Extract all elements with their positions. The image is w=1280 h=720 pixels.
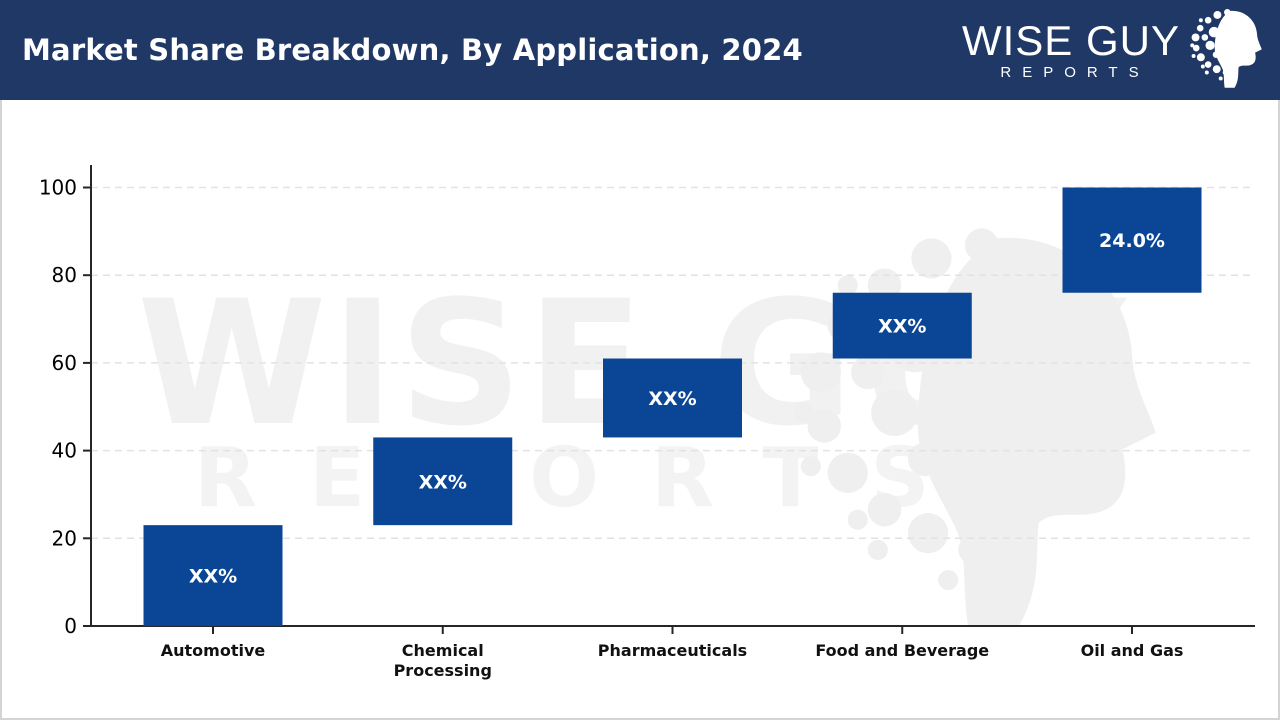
bar-automotive	[143, 525, 283, 626]
logo-text: WISE GUY REPORTS	[961, 17, 1180, 81]
bar-label-automotive: XX%	[189, 566, 237, 588]
logo-wordmark: WISE GUY	[961, 17, 1180, 64]
y-tick-label: 20	[52, 526, 77, 550]
bar-pharmaceuticals	[603, 358, 742, 438]
waterfall-chart: 0 20 40 60 80 100 XX% Automotive XX% Chemical Proc…	[39, 165, 1255, 680]
category-label-oil-and-gas: Oil and Gas	[1081, 641, 1184, 660]
chart-area: WISE GUY REPORTS 020406080100XX%Automoti…	[0, 100, 1280, 720]
header: Market Share Breakdown, By Application, …	[0, 0, 1280, 100]
page-title: Market Share Breakdown, By Application, …	[22, 33, 803, 67]
logo-subtitle: REPORTS	[1000, 64, 1150, 81]
wiseguy-logo: WISE GUY REPORTS	[962, 7, 1266, 93]
y-tick-label: 60	[52, 351, 77, 375]
bar-label-pharmaceuticals: XX%	[648, 388, 696, 410]
bar-label-chemical-processing: XX%	[419, 471, 467, 493]
category-label-food-and-beverage: Food and Beverage	[815, 641, 989, 660]
category-label-automotive: Automotive	[161, 641, 266, 660]
category-label-pharmaceuticals: Pharmaceuticals	[598, 641, 747, 660]
bar-oil-and-gas	[1062, 187, 1202, 293]
bar-food-and-beverage	[832, 292, 972, 359]
category-label-chemical-processing: Chemical Processing	[394, 641, 492, 680]
y-tick-label: 80	[52, 263, 77, 287]
y-tick-label: 40	[52, 439, 77, 463]
y-tick-label: 0	[64, 614, 77, 638]
bar-label-food-and-beverage: XX%	[878, 316, 926, 338]
wiseguy-head-icon	[1186, 7, 1266, 93]
y-tick-label: 100	[39, 176, 77, 200]
bar-label-oil-and-gas: 24.0%	[1099, 230, 1165, 252]
bar-chemical-processing	[373, 437, 513, 526]
